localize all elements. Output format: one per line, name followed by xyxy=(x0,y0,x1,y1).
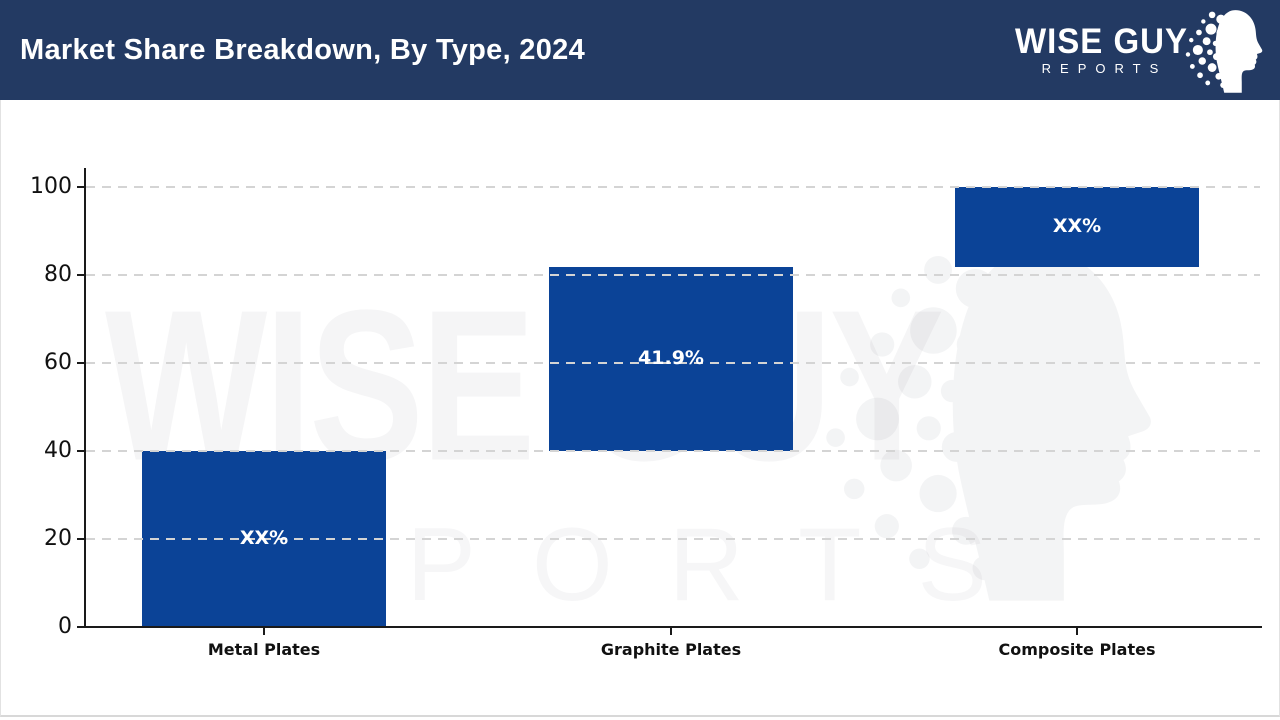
chart-title: Market Share Breakdown, By Type, 2024 xyxy=(20,33,586,66)
y-axis-line xyxy=(84,168,86,628)
logo-subtext: REPORTS xyxy=(1041,61,1168,76)
wiseguy-logo: WISE GUY REPORTS xyxy=(1015,5,1270,95)
x-axis-line xyxy=(84,626,1262,628)
watermark-head-icon xyxy=(826,249,1151,601)
logo-wordmark-block: WISE GUY REPORTS xyxy=(1014,20,1188,76)
logo-wordmark: WISE GUY xyxy=(1014,20,1188,61)
header-bar: Market Share Breakdown, By Type, 2024 WI… xyxy=(0,0,1280,100)
dotted-head-icon xyxy=(1185,10,1263,93)
